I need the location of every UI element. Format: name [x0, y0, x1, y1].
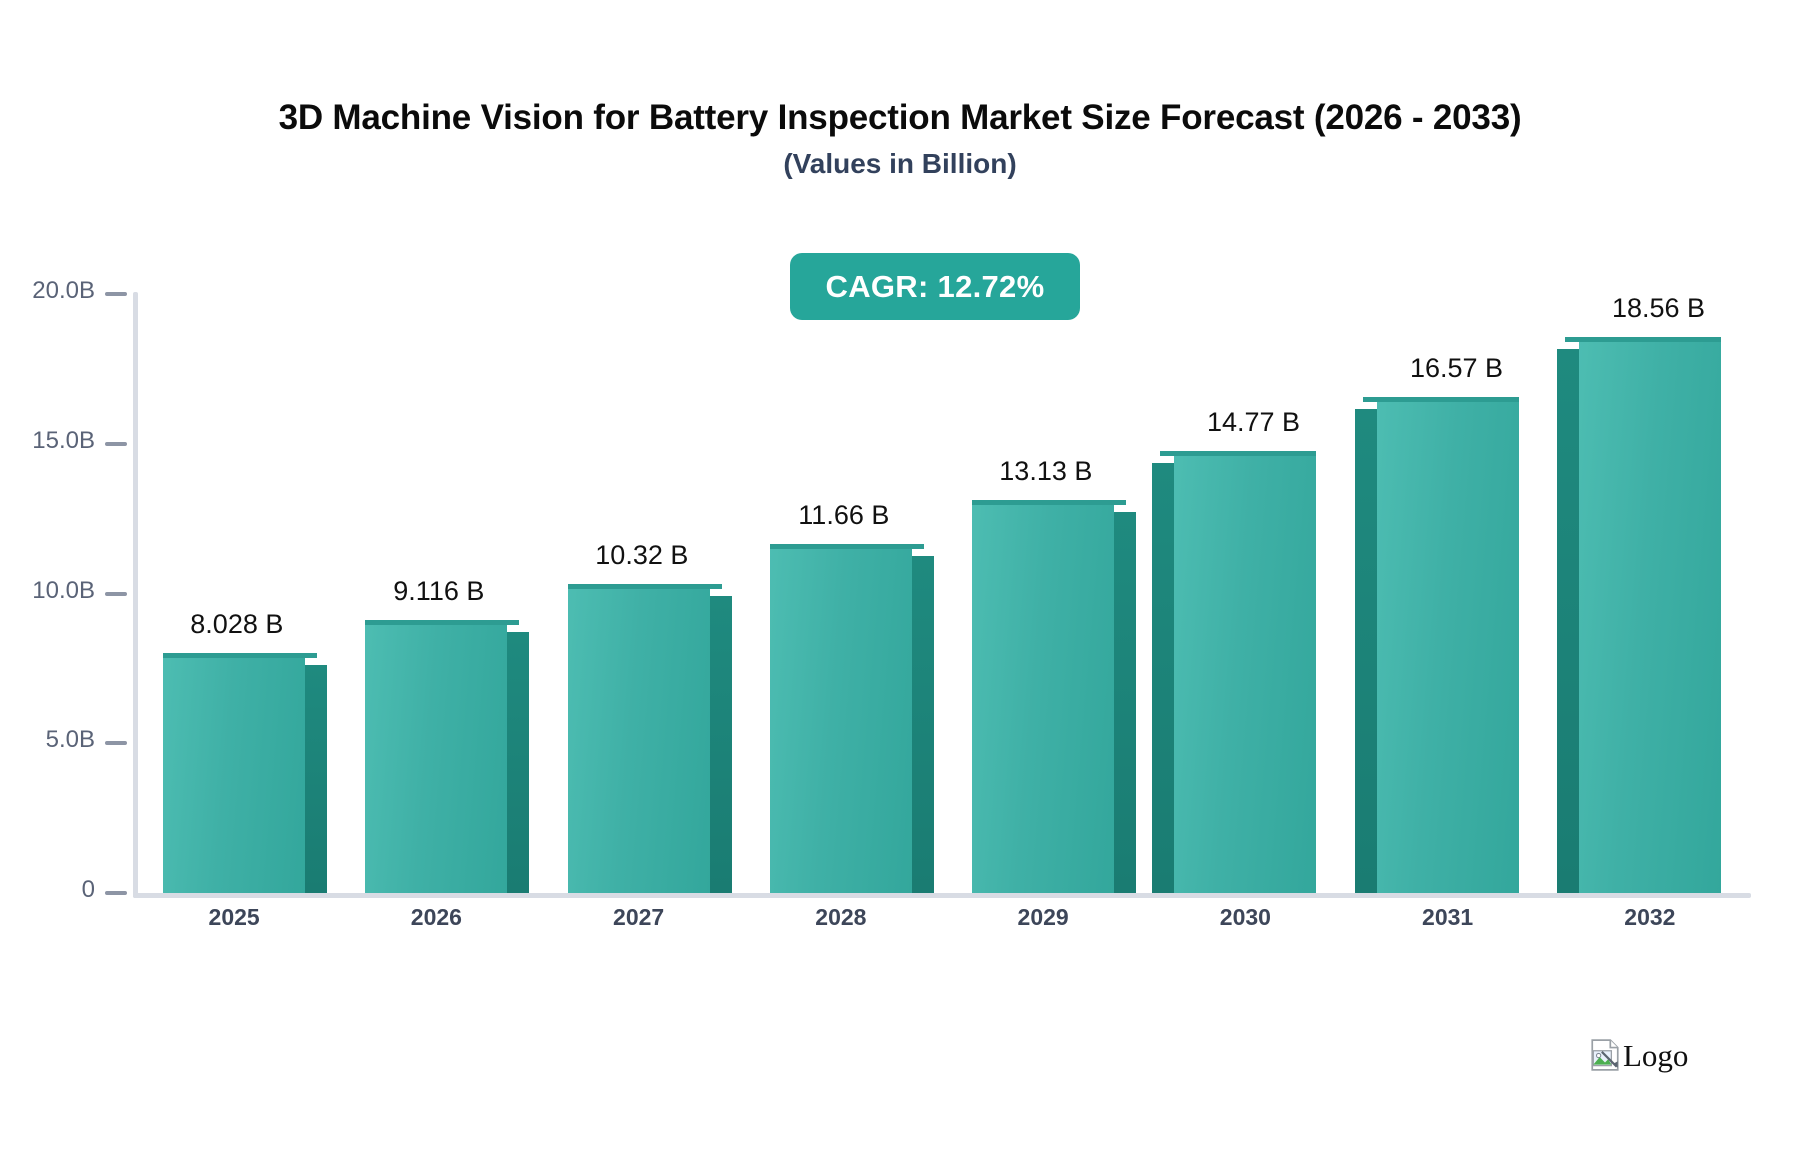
- bar-2028[interactable]: 11.66 B: [770, 500, 934, 893]
- bar-front-face: [365, 620, 507, 893]
- cagr-badge-label: CAGR: 12.72%: [825, 268, 1045, 304]
- y-axis-tick-mark: [105, 741, 127, 746]
- bar-front-face: [163, 653, 305, 893]
- bar-2032[interactable]: 18.56 B: [1557, 293, 1721, 893]
- bar-value-label: 14.77 B: [1206, 407, 1301, 437]
- x-axis-label-2032: 2032: [1624, 904, 1676, 930]
- cagr-badge: CAGR: 12.72%: [790, 253, 1080, 320]
- bar-value-label: 16.57 B: [1409, 353, 1504, 383]
- y-axis-tick-label: 20.0B: [32, 277, 95, 304]
- bar-side-face: [507, 632, 529, 893]
- x-axis-line: [133, 893, 1751, 898]
- bar-front-face: [770, 544, 912, 893]
- bar-front-face: [568, 584, 710, 893]
- y-axis-tick-mark: [105, 591, 127, 596]
- bar-top-face: [568, 584, 722, 589]
- bar-value-label: 9.116 B: [393, 576, 485, 606]
- bar-side-face: [1114, 512, 1136, 893]
- bar-front-face: [1579, 337, 1721, 893]
- x-axis-label-2028: 2028: [815, 904, 867, 930]
- bar-top-face: [972, 500, 1126, 505]
- bar-side-face: [1152, 463, 1174, 893]
- bar-2026[interactable]: 9.116 B: [365, 576, 529, 893]
- y-axis-tick-label: 10.0B: [32, 576, 95, 604]
- x-axis-label-2026: 2026: [410, 904, 462, 930]
- bar-side-face: [710, 596, 732, 893]
- bar-value-label: 8.028 B: [190, 609, 284, 639]
- bar-value-label: 11.66 B: [798, 500, 890, 530]
- x-axis-label-2030: 2030: [1219, 904, 1271, 930]
- y-axis-tick-mark: [105, 891, 127, 895]
- bar-side-face: [912, 556, 934, 893]
- chart-subtitle: (Values in Billion): [783, 148, 1017, 179]
- bar-2025[interactable]: 8.028 B: [163, 609, 327, 893]
- x-axis-label-2025: 2025: [208, 904, 260, 930]
- x-axis-label-2031: 2031: [1422, 904, 1474, 930]
- bar-top-face: [1363, 397, 1519, 402]
- bar-front-face: [1174, 451, 1316, 893]
- bar-value-label: 10.32 B: [595, 540, 689, 570]
- bar-top-face: [770, 544, 924, 549]
- y-axis-tick-mark: [105, 441, 127, 446]
- bar-side-face: [1355, 409, 1377, 893]
- bar-top-face: [1565, 337, 1721, 342]
- x-axis-label-2029: 2029: [1017, 904, 1069, 930]
- bar-top-face: [365, 620, 519, 625]
- bar-side-face: [305, 665, 327, 893]
- bar-side-face: [1557, 349, 1579, 893]
- logo-area: Logo: [1588, 1038, 1688, 1072]
- y-axis-tick-mark: [105, 292, 127, 296]
- y-axis-tick-label: 0: [81, 876, 95, 903]
- bar-2027[interactable]: 10.32 B: [568, 540, 732, 893]
- bar-value-label: 13.13 B: [999, 456, 1093, 486]
- broken-image-icon: [1591, 1039, 1619, 1071]
- bar-value-label: 18.56 B: [1611, 293, 1706, 323]
- bar-2029[interactable]: 13.13 B: [972, 456, 1136, 893]
- bar-2031[interactable]: 16.57 B: [1355, 353, 1519, 893]
- bar-2030[interactable]: 14.77 B: [1152, 407, 1316, 893]
- bar-top-face: [163, 653, 317, 658]
- chart-title: 3D Machine Vision for Battery Inspection…: [278, 98, 1522, 137]
- logo-alt-text: Logo: [1623, 1037, 1689, 1073]
- bar-top-face: [1160, 451, 1316, 456]
- y-axis-tick-label: 15.0B: [32, 426, 95, 454]
- bar-front-face: [1377, 397, 1519, 893]
- y-axis-tick-label: 5.0B: [45, 726, 95, 754]
- x-axis-label-2027: 2027: [613, 904, 665, 930]
- y-axis-line: [133, 292, 138, 898]
- bar-front-face: [972, 500, 1114, 893]
